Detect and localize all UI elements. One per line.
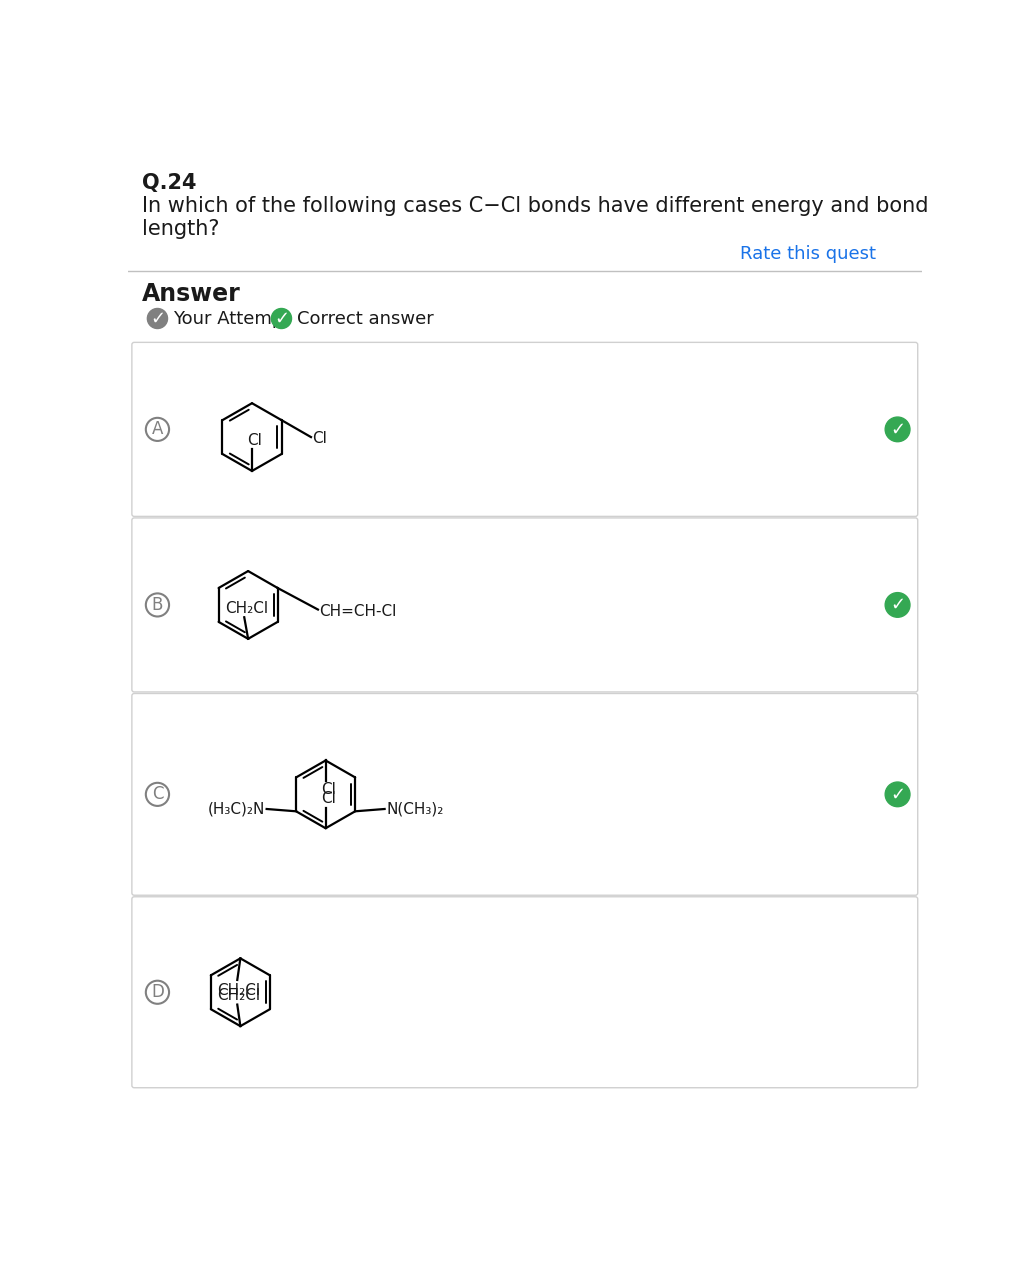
Text: ✓: ✓ [273, 310, 289, 328]
Text: In which of the following cases C−Cl bonds have different energy and bond: In which of the following cases C−Cl bon… [142, 196, 929, 216]
Text: ✓: ✓ [890, 420, 905, 438]
Text: Answer: Answer [142, 282, 241, 306]
Circle shape [271, 309, 292, 328]
FancyBboxPatch shape [132, 693, 918, 895]
FancyBboxPatch shape [132, 518, 918, 692]
Text: CH=CH-Cl: CH=CH-Cl [319, 603, 397, 619]
Text: CH₂Cl: CH₂Cl [225, 601, 268, 615]
Text: (H₃C)₂N: (H₃C)₂N [208, 802, 265, 816]
Text: CH₂Cl: CH₂Cl [217, 984, 260, 998]
Text: D: D [151, 984, 164, 1002]
Text: length?: length? [142, 219, 219, 240]
Circle shape [885, 418, 910, 442]
Text: Your Attempt: Your Attempt [173, 310, 291, 328]
Text: Q.24: Q.24 [142, 173, 197, 193]
Text: Cl: Cl [321, 783, 336, 797]
Text: Cl: Cl [321, 792, 336, 807]
Text: C: C [152, 785, 163, 803]
Text: N(CH₃)₂: N(CH₃)₂ [386, 802, 443, 816]
Text: Cl: Cl [248, 433, 262, 447]
Text: A: A [152, 420, 163, 438]
Circle shape [885, 781, 910, 807]
Text: ✓: ✓ [890, 785, 905, 803]
FancyBboxPatch shape [132, 342, 918, 516]
Text: B: B [152, 596, 163, 614]
Text: ✓: ✓ [150, 310, 165, 328]
Text: Cl: Cl [312, 432, 328, 446]
Circle shape [885, 593, 910, 617]
Text: Correct answer: Correct answer [297, 310, 434, 328]
Text: CH₂Cl: CH₂Cl [217, 988, 260, 1003]
Circle shape [147, 309, 168, 328]
Text: Rate this quest: Rate this quest [740, 245, 877, 263]
Text: ✓: ✓ [890, 596, 905, 614]
FancyBboxPatch shape [132, 897, 918, 1088]
